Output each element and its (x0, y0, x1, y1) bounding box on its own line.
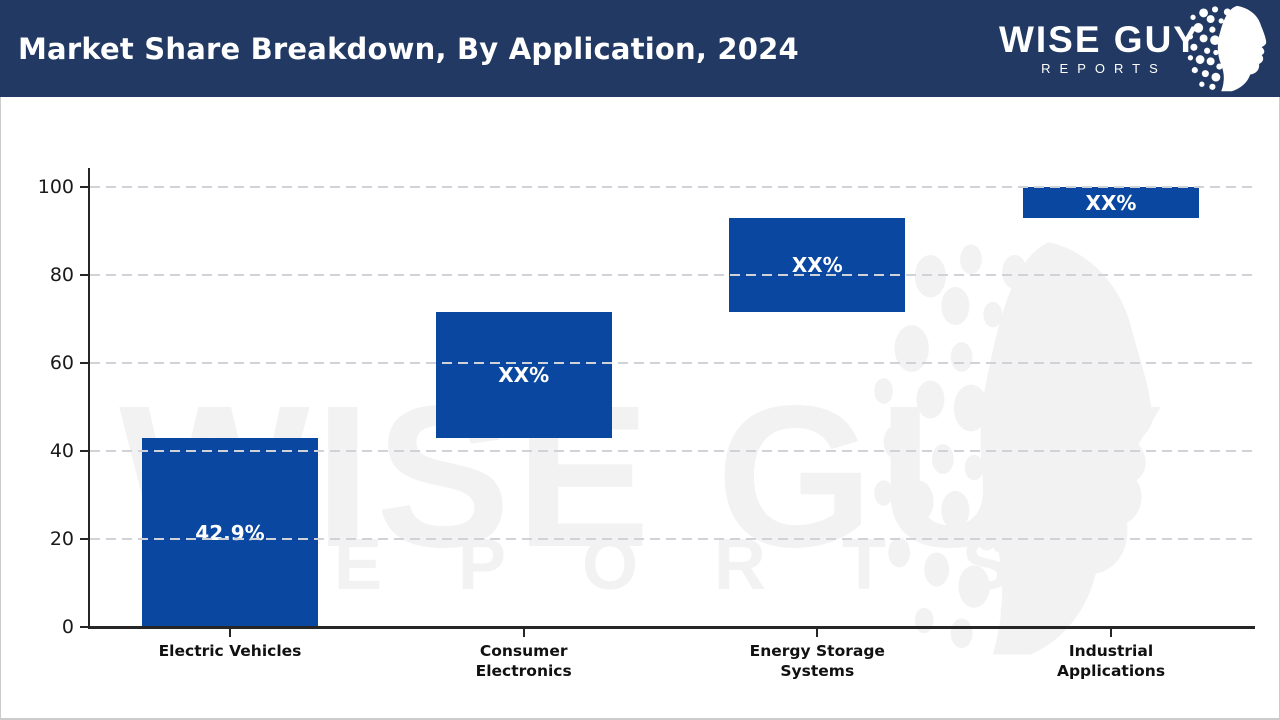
x-axis-line (88, 626, 1255, 629)
gridline-60 (90, 362, 1253, 364)
y-tick-mark-80 (80, 274, 89, 276)
y-axis-spine (88, 168, 90, 629)
bar-value-label-industrial-applications: XX% (1085, 190, 1137, 215)
gridline-20 (90, 538, 1253, 540)
logo-subtext: REPORTS (1041, 61, 1167, 76)
x-category-label-line: Electric Vehicles (158, 642, 302, 660)
x-tick-mark-industrial-applications (1110, 629, 1112, 637)
watermark-subtext: REPORTS (206, 525, 1087, 605)
x-category-label-line: Electronics (475, 662, 572, 680)
chart-title: Market Share Breakdown, By Application, … (18, 31, 799, 66)
y-tick-label-60: 60 (49, 352, 74, 374)
y-tick-label-80: 80 (49, 264, 74, 286)
x-tick-mark-energy-storage-systems (816, 629, 819, 637)
y-tick-mark-0 (80, 626, 89, 628)
gridline-40 (90, 450, 1253, 452)
y-tick-label-40: 40 (49, 440, 74, 462)
y-tick-mark-60 (80, 362, 89, 364)
x-category-label-line: Consumer (479, 642, 568, 660)
bar-value-label-energy-storage-systems: XX% (791, 253, 843, 278)
bar-value-label-consumer-electronics: XX% (498, 363, 550, 388)
logo-text: WISE GUY REPORTS (999, 21, 1200, 76)
y-tick-mark-20 (80, 538, 89, 540)
x-category-label-line: Applications (1056, 662, 1166, 680)
bar-energy-storage-systems: XX% (729, 218, 906, 313)
x-category-label-line: Energy Storage (749, 642, 885, 660)
wiseguy-logo: WISE GUY REPORTS (999, 5, 1274, 93)
x-category-label-line: Systems (780, 662, 855, 680)
y-tick-mark-40 (80, 450, 89, 452)
y-tick-label-0: 0 (61, 616, 74, 638)
gridline-100 (90, 186, 1253, 188)
gridline-80 (90, 274, 1253, 276)
x-category-label-electric-vehicles: Electric Vehicles (110, 641, 350, 661)
header: Market Share Breakdown, By Application, … (0, 0, 1280, 97)
logo-wordmark: WISE GUY (998, 19, 1200, 60)
x-tick-mark-electric-vehicles (229, 629, 231, 637)
y-tick-label-100: 100 (37, 176, 74, 198)
bar-electric-vehicles: 42.9% (142, 438, 318, 627)
x-category-label-line: Industrial (1068, 642, 1154, 660)
bar-industrial-applications: XX% (1023, 187, 1199, 219)
x-category-label-industrial-applications: Industrial Applications (991, 641, 1231, 681)
plot-area: 42.9% XX% XX% XX% (90, 170, 1253, 627)
y-tick-label-20: 20 (49, 528, 74, 550)
x-tick-mark-consumer-electronics (522, 629, 525, 637)
bar-value-label-electric-vehicles: 42.9% (195, 520, 265, 545)
bar-consumer-electronics: XX% (435, 312, 612, 439)
x-category-label-consumer-electronics: Consumer Electronics (404, 641, 644, 681)
x-category-label-energy-storage-systems: Energy Storage Systems (697, 641, 937, 681)
y-tick-mark-100 (80, 186, 89, 188)
